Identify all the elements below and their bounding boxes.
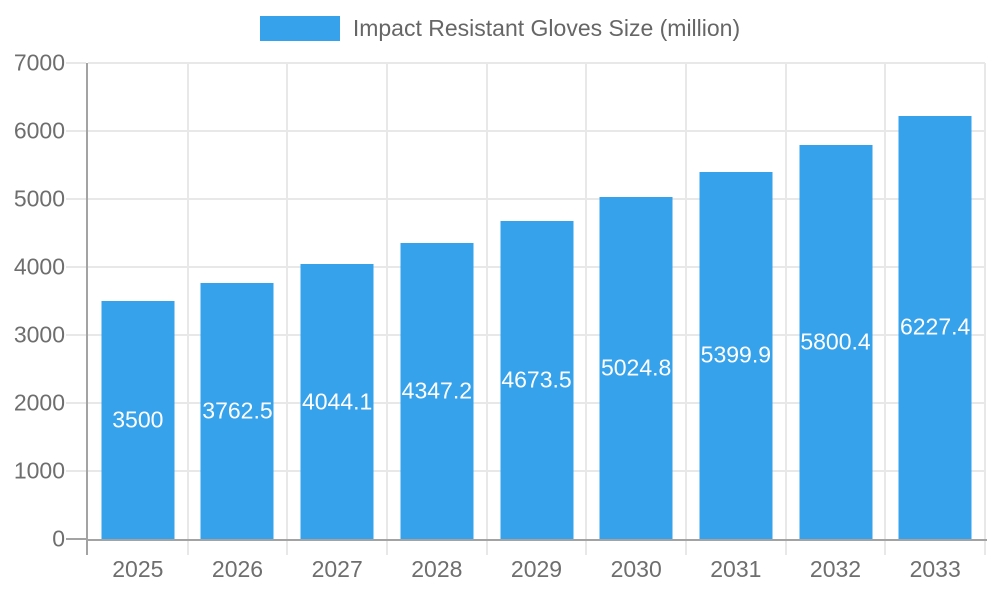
bar xyxy=(500,221,573,539)
x-tick-label: 2031 xyxy=(710,556,762,582)
y-gridline xyxy=(88,62,985,64)
y-axis-labels: 0 1000 2000 3000 4000 5000 6000 7000 xyxy=(0,51,65,550)
legend-swatch-icon xyxy=(259,16,340,42)
x-tick xyxy=(385,541,388,555)
y-tick-label: 0 xyxy=(52,525,65,552)
x-tick xyxy=(585,541,588,555)
bar xyxy=(101,301,175,539)
x-gridline xyxy=(784,63,787,539)
bar xyxy=(400,243,474,539)
plot-area: 3500 3762.5 4044.1 4347.2 4673.5 5024.8 5399.9… xyxy=(88,62,986,539)
bar-value-label: 5800.4 xyxy=(800,328,871,355)
y-tick-label: 5000 xyxy=(13,185,65,212)
x-tick xyxy=(485,541,488,555)
bar-value-label: 3762.5 xyxy=(202,397,273,424)
x-gridline xyxy=(186,63,189,539)
x-tick-label: 2033 xyxy=(909,556,961,582)
bar-value-label: 6227.4 xyxy=(899,313,971,340)
x-axis-line xyxy=(86,539,987,541)
y-tick-label: 2000 xyxy=(13,389,65,416)
x-gridline xyxy=(585,63,588,539)
x-axis-ticks xyxy=(88,541,986,555)
x-tick xyxy=(884,541,887,555)
y-gridline xyxy=(88,130,985,132)
y-axis-ticks xyxy=(66,62,86,540)
y-tick xyxy=(66,470,86,472)
y-tick xyxy=(66,62,86,64)
y-tick-label: 6000 xyxy=(13,117,65,144)
x-axis-labels: 2025 2026 2027 2028 2029 2030 2031 2032 2033 xyxy=(88,556,985,588)
x-tick-label: 2030 xyxy=(610,556,662,582)
bar xyxy=(699,171,773,539)
y-tick xyxy=(66,266,86,268)
bar xyxy=(599,197,673,539)
y-tick xyxy=(66,130,86,132)
y-tick xyxy=(66,402,86,404)
x-tick-label: 2029 xyxy=(510,556,563,582)
x-tick xyxy=(684,541,687,555)
bar-value-label: 5399.9 xyxy=(700,341,772,368)
bar xyxy=(898,115,972,539)
x-tick xyxy=(784,541,787,555)
x-tick xyxy=(286,541,289,555)
x-gridline xyxy=(684,63,687,539)
x-gridline xyxy=(385,63,388,539)
y-tick-label: 3000 xyxy=(13,321,65,348)
bar-value-label: 5024.8 xyxy=(600,354,672,381)
legend-item[interactable]: Impact Resistant Gloves Size (million) xyxy=(0,15,1000,43)
x-gridline xyxy=(485,63,488,539)
x-tick-label: 2026 xyxy=(211,556,264,582)
x-tick xyxy=(186,541,189,555)
bar-value-label: 4044.1 xyxy=(301,388,373,415)
y-tick-label: 4000 xyxy=(13,253,65,280)
x-gridline xyxy=(286,63,289,539)
y-tick xyxy=(66,198,86,200)
y-axis-line xyxy=(86,63,88,555)
bar-value-label: 3500 xyxy=(112,406,164,433)
y-tick-label: 1000 xyxy=(13,457,65,484)
x-tick-label: 2025 xyxy=(112,556,164,582)
bar xyxy=(300,264,374,539)
bar-value-label: 4673.5 xyxy=(501,366,572,393)
x-tick-label: 2032 xyxy=(809,556,862,582)
bar-value-label: 4347.2 xyxy=(401,377,473,404)
x-tick-label: 2028 xyxy=(411,556,463,582)
y-tick-label: 7000 xyxy=(13,49,65,76)
bar xyxy=(200,283,274,539)
x-tick xyxy=(984,541,986,555)
y-tick xyxy=(66,334,86,336)
bar xyxy=(799,144,872,539)
y-tick xyxy=(66,538,86,540)
x-tick-label: 2027 xyxy=(311,556,363,582)
y-gridline xyxy=(88,198,985,200)
x-gridline xyxy=(884,63,887,539)
x-gridline xyxy=(984,63,986,539)
legend-label: Impact Resistant Gloves Size (million) xyxy=(352,15,741,41)
